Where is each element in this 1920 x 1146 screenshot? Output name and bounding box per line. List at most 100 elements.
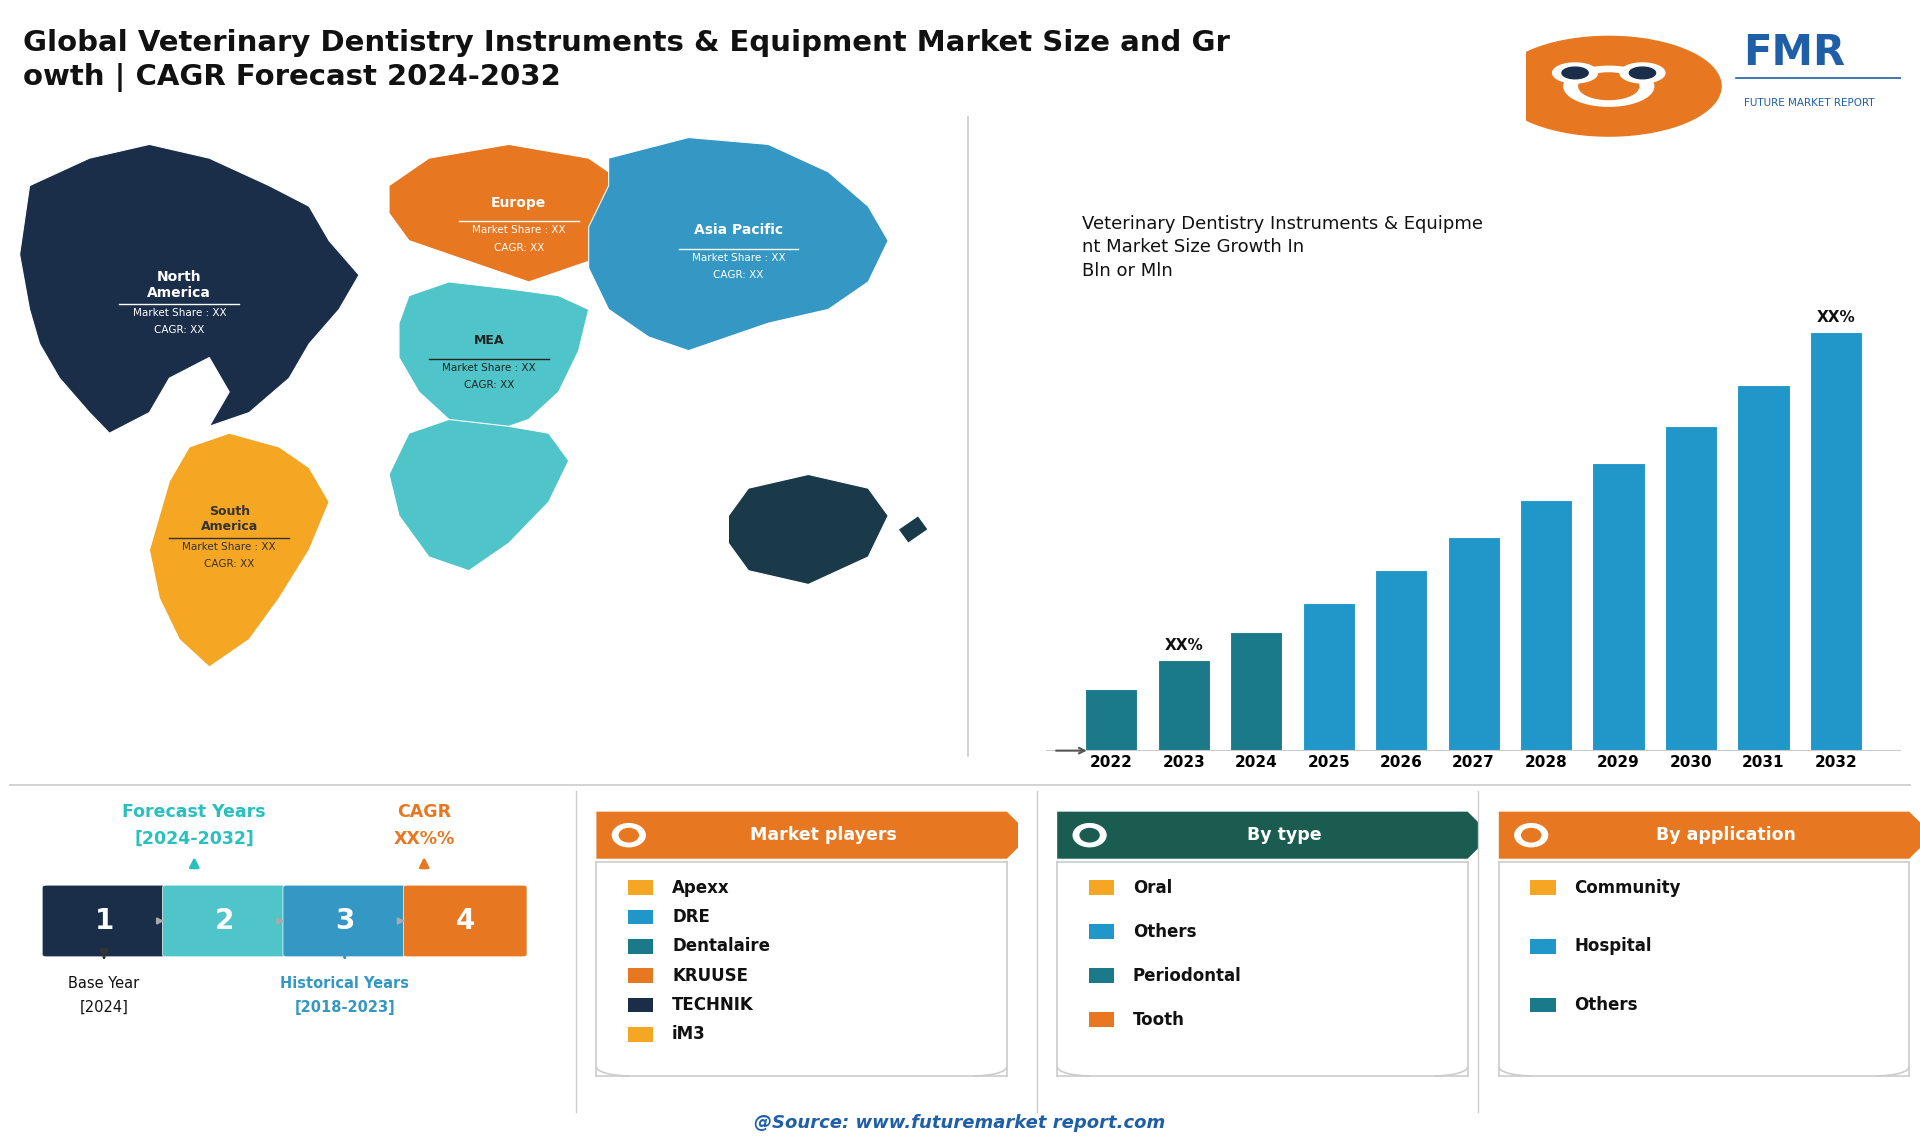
- FancyBboxPatch shape: [42, 885, 165, 957]
- FancyBboxPatch shape: [628, 939, 653, 953]
- FancyBboxPatch shape: [628, 880, 653, 895]
- Text: FUTURE MARKET REPORT: FUTURE MARKET REPORT: [1743, 97, 1874, 108]
- Text: Others: Others: [1133, 923, 1196, 941]
- Bar: [1592, 463, 1645, 751]
- Polygon shape: [899, 516, 927, 543]
- Bar: [1302, 603, 1356, 751]
- FancyBboxPatch shape: [1530, 939, 1555, 953]
- Text: 1: 1: [94, 906, 113, 935]
- Bar: [1521, 500, 1572, 751]
- FancyBboxPatch shape: [163, 885, 286, 957]
- Circle shape: [620, 829, 637, 842]
- Text: Market Share : XX: Market Share : XX: [182, 542, 276, 551]
- Bar: [1158, 660, 1210, 751]
- Bar: [1085, 689, 1137, 751]
- Text: North
America: North America: [148, 270, 211, 300]
- Polygon shape: [150, 433, 328, 667]
- Text: Europe: Europe: [492, 196, 547, 210]
- FancyBboxPatch shape: [628, 910, 653, 924]
- Circle shape: [1523, 829, 1540, 842]
- Text: Market Share : XX: Market Share : XX: [691, 253, 785, 262]
- Text: Tooth: Tooth: [1133, 1011, 1185, 1029]
- Text: CAGR: XX: CAGR: XX: [463, 380, 515, 390]
- Circle shape: [1515, 824, 1548, 847]
- FancyBboxPatch shape: [1530, 880, 1555, 895]
- Polygon shape: [1578, 73, 1640, 100]
- Text: iM3: iM3: [672, 1026, 707, 1043]
- FancyBboxPatch shape: [403, 885, 526, 957]
- FancyBboxPatch shape: [282, 885, 407, 957]
- Text: CAGR: CAGR: [397, 802, 451, 821]
- Circle shape: [1081, 829, 1098, 842]
- Text: Hospital: Hospital: [1574, 937, 1651, 956]
- Polygon shape: [390, 144, 649, 282]
- Polygon shape: [1500, 811, 1920, 858]
- Text: By type: By type: [1246, 826, 1321, 845]
- FancyBboxPatch shape: [628, 1027, 653, 1042]
- Bar: [1375, 570, 1427, 751]
- Polygon shape: [1620, 63, 1665, 83]
- Bar: [1448, 537, 1500, 751]
- FancyBboxPatch shape: [1089, 880, 1114, 895]
- Polygon shape: [1058, 811, 1492, 858]
- Text: CAGR: XX: CAGR: XX: [204, 559, 255, 568]
- Text: 4: 4: [455, 906, 474, 935]
- Text: Community: Community: [1574, 879, 1680, 896]
- Bar: [1811, 332, 1862, 751]
- Polygon shape: [1496, 37, 1720, 136]
- FancyBboxPatch shape: [628, 998, 653, 1012]
- Text: Veterinary Dentistry Instruments & Equipme
nt Market Size Growth In
Bln or Mln: Veterinary Dentistry Instruments & Equip…: [1083, 214, 1484, 280]
- Text: 2: 2: [215, 906, 234, 935]
- Text: Market players: Market players: [751, 826, 897, 845]
- Text: Market Share : XX: Market Share : XX: [132, 308, 227, 317]
- Bar: [1738, 385, 1789, 751]
- Polygon shape: [1553, 63, 1597, 83]
- Text: FMR: FMR: [1743, 32, 1845, 74]
- Text: KRUUSE: KRUUSE: [672, 966, 749, 984]
- Text: Oral: Oral: [1133, 879, 1171, 896]
- Text: By application: By application: [1655, 826, 1795, 845]
- Text: Base Year: Base Year: [69, 975, 140, 990]
- Text: Dentalaire: Dentalaire: [672, 937, 770, 956]
- Text: Asia Pacific: Asia Pacific: [693, 223, 783, 237]
- Circle shape: [1073, 824, 1106, 847]
- FancyBboxPatch shape: [1089, 968, 1114, 983]
- Text: TECHNIK: TECHNIK: [672, 996, 755, 1014]
- Text: Market Share : XX: Market Share : XX: [472, 226, 566, 235]
- Text: [2018-2023]: [2018-2023]: [294, 1000, 396, 1015]
- Bar: [1231, 631, 1283, 751]
- Text: Others: Others: [1574, 996, 1638, 1014]
- Text: XX%%: XX%%: [394, 830, 455, 848]
- Polygon shape: [597, 811, 1031, 858]
- Text: [2024]: [2024]: [79, 1000, 129, 1015]
- Text: South
America: South America: [200, 505, 257, 533]
- FancyBboxPatch shape: [1089, 1012, 1114, 1027]
- Polygon shape: [390, 419, 568, 571]
- Polygon shape: [1563, 68, 1588, 79]
- Text: CAGR: XX: CAGR: XX: [154, 325, 205, 335]
- Polygon shape: [1565, 66, 1653, 107]
- Text: [2024-2032]: [2024-2032]: [134, 830, 253, 848]
- Polygon shape: [728, 474, 889, 584]
- Polygon shape: [589, 138, 889, 351]
- Polygon shape: [19, 144, 359, 433]
- Text: DRE: DRE: [672, 908, 710, 926]
- Text: Periodontal: Periodontal: [1133, 966, 1242, 984]
- Text: MEA: MEA: [474, 333, 505, 347]
- Text: Historical Years: Historical Years: [280, 975, 409, 990]
- Text: Market Share : XX: Market Share : XX: [442, 363, 536, 372]
- Bar: [1665, 426, 1716, 751]
- Text: CAGR: XX: CAGR: XX: [712, 270, 764, 280]
- Text: CAGR: XX: CAGR: XX: [493, 243, 543, 252]
- Text: Forecast Years: Forecast Years: [123, 802, 267, 821]
- Circle shape: [612, 824, 645, 847]
- Polygon shape: [399, 282, 589, 433]
- FancyBboxPatch shape: [1530, 998, 1555, 1012]
- FancyBboxPatch shape: [628, 968, 653, 983]
- Text: 3: 3: [336, 906, 355, 935]
- Text: XX%: XX%: [1816, 309, 1855, 324]
- Text: Apexx: Apexx: [672, 879, 730, 896]
- FancyBboxPatch shape: [1089, 925, 1114, 939]
- Polygon shape: [1630, 68, 1655, 79]
- Text: Global Veterinary Dentistry Instruments & Equipment Market Size and Gr
owth | CA: Global Veterinary Dentistry Instruments …: [23, 29, 1231, 92]
